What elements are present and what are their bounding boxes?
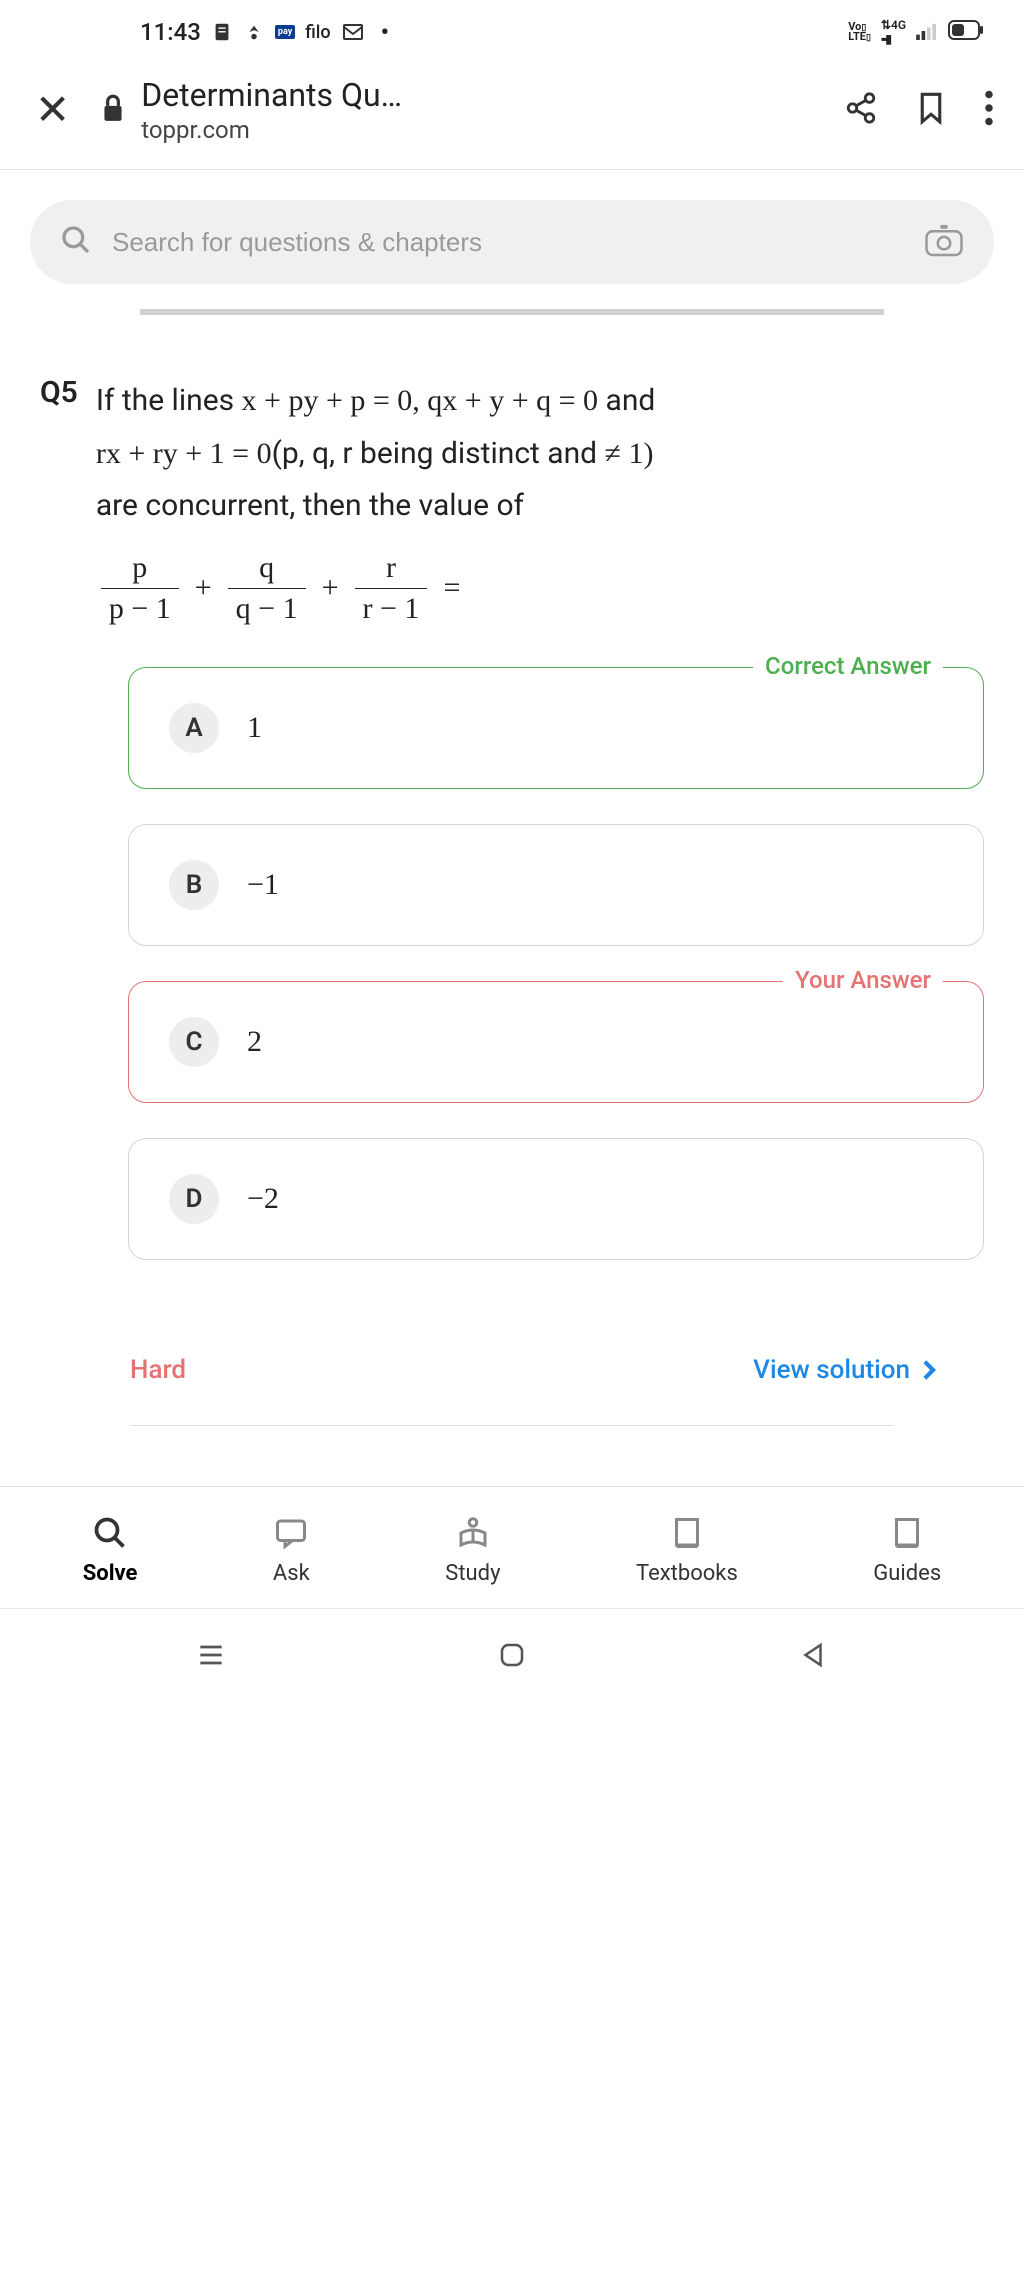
nav-label: Study	[445, 1561, 500, 1586]
page-url: toppr.com	[141, 116, 824, 144]
plus-1: +	[195, 562, 212, 615]
lock-icon	[100, 93, 126, 127]
chevron-right-icon	[922, 1359, 936, 1381]
fraction-1: p p − 1	[101, 551, 179, 627]
signal-icon	[916, 18, 938, 46]
fraction-3: r r − 1	[355, 551, 428, 627]
status-right: Vo▯LTE▯ ⇅4G▪▪▮	[848, 18, 984, 46]
status-bar: 11:43 pay filo • Vo▯LTE▯ ⇅4G▪▪▮	[0, 0, 1024, 56]
nav-ask[interactable]: Ask	[273, 1515, 310, 1586]
back-icon[interactable]	[797, 1640, 829, 1674]
nav-solve[interactable]: Solve	[83, 1515, 138, 1586]
recents-icon[interactable]	[195, 1639, 227, 1675]
search-input[interactable]	[112, 227, 904, 258]
view-solution-link[interactable]: View solution	[753, 1355, 936, 1385]
option-value: 1	[247, 711, 262, 745]
question-number: Q5	[40, 375, 78, 410]
nav-label: Ask	[273, 1561, 310, 1586]
nav-textbooks[interactable]: Textbooks	[636, 1515, 738, 1586]
battery-icon	[948, 18, 984, 46]
option-letter: D	[169, 1174, 219, 1224]
question-header: Q5 If the lines x + py + p = 0, qx + y +…	[40, 375, 984, 627]
chat-icon	[273, 1515, 309, 1551]
your-answer-badge: Your Answer	[783, 966, 943, 994]
q-line2-paren: (p, q, r being distinct and	[272, 436, 605, 471]
q-line3: are concurrent, then the value of	[96, 488, 524, 523]
bottom-nav: Solve Ask Study Textbooks Guides	[0, 1486, 1024, 1608]
browser-header: ✕ Determinants Qu… toppr.com	[0, 56, 1024, 170]
correct-badge: Correct Answer	[753, 652, 943, 680]
plus-2: +	[322, 562, 339, 615]
math-expression: p p − 1 + q q − 1 + r r − 1 =	[101, 551, 655, 627]
option-c[interactable]: Your Answer C 2	[128, 981, 984, 1103]
option-value: 2	[247, 1025, 262, 1059]
option-b[interactable]: B −1	[128, 824, 984, 946]
view-solution-text: View solution	[753, 1355, 910, 1385]
filo-icon: filo	[305, 22, 330, 43]
network-icon: ⇅4G▪▪▮	[881, 18, 906, 46]
system-nav	[0, 1608, 1024, 1715]
option-value: −1	[247, 868, 279, 902]
status-time: 11:43	[140, 18, 201, 46]
study-icon	[455, 1515, 491, 1551]
q-line2-ne: ≠ 1)	[605, 437, 654, 470]
option-letter: B	[169, 860, 219, 910]
nav-study[interactable]: Study	[445, 1515, 500, 1586]
dot-icon: •	[381, 18, 389, 46]
divider	[130, 1425, 894, 1426]
doc-icon	[211, 21, 233, 43]
page-title: Determinants Qu…	[141, 76, 824, 114]
q-line1-math: x + py + p = 0, qx + y + q = 0	[242, 384, 599, 417]
options-list: Correct Answer A 1 B −1 Your Answer C 2 …	[128, 667, 984, 1260]
q-line2-math: rx + ry + 1 = 0	[96, 437, 272, 470]
bookmark-icon[interactable]	[916, 90, 946, 130]
nav-label: Guides	[873, 1561, 941, 1586]
paytm-icon: pay	[275, 25, 295, 39]
status-left: 11:43 pay filo •	[140, 18, 389, 46]
option-value: −2	[247, 1182, 279, 1216]
close-icon[interactable]: ✕	[35, 85, 70, 135]
option-a[interactable]: Correct Answer A 1	[128, 667, 984, 789]
search-section	[0, 170, 1024, 284]
book-icon	[669, 1515, 705, 1551]
option-d[interactable]: D −2	[128, 1138, 984, 1260]
search-icon	[60, 224, 92, 260]
nav-label: Solve	[83, 1561, 138, 1586]
question-area: Q5 If the lines x + py + p = 0, qx + y +…	[0, 315, 1024, 1300]
option-letter: C	[169, 1017, 219, 1067]
question-footer: Hard View solution	[130, 1355, 936, 1385]
more-icon[interactable]	[984, 90, 994, 130]
share-icon[interactable]	[844, 91, 878, 129]
nav-guides[interactable]: Guides	[873, 1515, 941, 1586]
question-text: If the lines x + py + p = 0, qx + y + q …	[96, 375, 655, 627]
option-letter: A	[169, 703, 219, 753]
q-line1-prefix: If the lines	[96, 383, 242, 418]
content-divider	[0, 284, 1024, 315]
equals-sign: =	[443, 562, 460, 615]
gmail-icon	[341, 20, 365, 44]
search-bar[interactable]	[30, 200, 994, 284]
q-line1-suffix: and	[598, 383, 655, 418]
search-icon	[92, 1515, 128, 1551]
home-icon[interactable]	[497, 1640, 527, 1674]
wifi-calling-icon	[243, 21, 265, 43]
guides-icon	[889, 1515, 925, 1551]
camera-icon[interactable]	[924, 222, 964, 262]
title-block: Determinants Qu… toppr.com	[141, 76, 824, 144]
fraction-2: q q − 1	[228, 551, 306, 627]
volte-icon: Vo▯LTE▯	[848, 22, 871, 42]
nav-label: Textbooks	[636, 1561, 738, 1586]
difficulty-label: Hard	[130, 1355, 186, 1385]
